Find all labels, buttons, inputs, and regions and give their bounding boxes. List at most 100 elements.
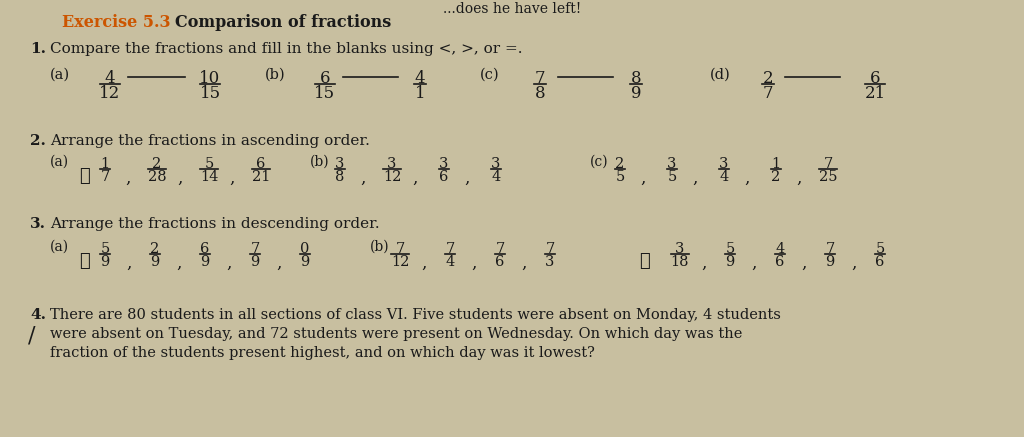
Text: ,: ,: [412, 170, 418, 187]
Text: 10: 10: [200, 70, 220, 87]
Text: 2: 2: [615, 157, 625, 171]
Text: ,: ,: [421, 255, 426, 272]
Text: There are 80 students in all sections of class VI. Five students were absent on : There are 80 students in all sections of…: [50, 308, 781, 322]
Text: 5: 5: [615, 170, 625, 184]
Text: 3: 3: [335, 157, 345, 171]
Text: 9: 9: [251, 255, 260, 269]
Text: ,: ,: [276, 255, 282, 272]
Text: 1.: 1.: [30, 42, 46, 56]
Text: 5: 5: [668, 170, 677, 184]
Text: 6: 6: [201, 242, 210, 256]
Text: 15: 15: [200, 85, 220, 101]
Text: ,: ,: [744, 170, 750, 187]
Text: fraction of the students present highest, and on which day was it lowest?: fraction of the students present highest…: [50, 346, 595, 360]
Text: /: /: [28, 324, 36, 346]
Text: 0: 0: [300, 242, 309, 256]
Text: 7: 7: [251, 242, 260, 256]
Text: 9: 9: [300, 255, 309, 269]
Text: 3: 3: [387, 157, 396, 171]
Text: 8: 8: [535, 85, 546, 101]
Text: 7: 7: [445, 242, 455, 256]
Text: ,: ,: [801, 255, 806, 272]
Text: 21: 21: [252, 170, 270, 184]
Text: 4: 4: [445, 255, 455, 269]
Text: 2: 2: [763, 70, 773, 87]
Text: (c): (c): [480, 68, 500, 82]
Text: Arrange the fractions in descending order.: Arrange the fractions in descending orde…: [50, 217, 380, 231]
Text: 14: 14: [200, 170, 218, 184]
Text: ,: ,: [464, 170, 469, 187]
Text: 2: 2: [771, 170, 780, 184]
Text: ,: ,: [796, 170, 802, 187]
Text: 4: 4: [415, 70, 425, 87]
Text: Arrange the fractions in ascending order.: Arrange the fractions in ascending order…: [50, 134, 370, 148]
Text: 9: 9: [725, 255, 734, 269]
Text: 7: 7: [546, 242, 555, 256]
Text: 4: 4: [492, 170, 501, 184]
Text: ,: ,: [125, 170, 130, 187]
Text: 21: 21: [864, 85, 886, 101]
Text: 7: 7: [496, 242, 505, 256]
Text: ✓: ✓: [80, 167, 90, 185]
Text: 7: 7: [100, 170, 110, 184]
Text: 9: 9: [201, 255, 210, 269]
Text: (a): (a): [50, 240, 70, 254]
Text: ,: ,: [701, 255, 707, 272]
Text: ✓: ✓: [640, 252, 650, 270]
Text: 6: 6: [775, 255, 784, 269]
Text: 3: 3: [492, 157, 501, 171]
Text: ,: ,: [692, 170, 697, 187]
Text: ,: ,: [126, 255, 131, 272]
Text: (d): (d): [710, 68, 731, 82]
Text: 9: 9: [151, 255, 160, 269]
Text: (c): (c): [590, 155, 608, 169]
Text: 7: 7: [825, 242, 835, 256]
Text: ,: ,: [229, 170, 234, 187]
Text: 6: 6: [496, 255, 505, 269]
Text: 7: 7: [535, 70, 546, 87]
Text: ,: ,: [521, 255, 526, 272]
Text: 25: 25: [819, 170, 838, 184]
Text: 4: 4: [775, 242, 784, 256]
Text: Comparison of fractions: Comparison of fractions: [175, 14, 391, 31]
Text: 1: 1: [100, 157, 110, 171]
Text: 15: 15: [314, 85, 336, 101]
Text: 7: 7: [763, 85, 773, 101]
Text: 28: 28: [147, 170, 166, 184]
Text: 2: 2: [153, 157, 162, 171]
Text: 4: 4: [720, 170, 729, 184]
Text: 5: 5: [205, 157, 214, 171]
Text: 3: 3: [546, 255, 555, 269]
Text: 12: 12: [99, 85, 121, 101]
Text: 3: 3: [668, 157, 677, 171]
Text: 5: 5: [100, 242, 110, 256]
Text: 3.: 3.: [30, 217, 46, 231]
Text: 6: 6: [256, 157, 265, 171]
Text: 1: 1: [771, 157, 780, 171]
Text: 5: 5: [876, 242, 885, 256]
Text: (a): (a): [50, 68, 70, 82]
Text: 8: 8: [335, 170, 345, 184]
Text: ,: ,: [640, 170, 645, 187]
Text: 6: 6: [439, 170, 449, 184]
Text: 4: 4: [104, 70, 116, 87]
Text: 8: 8: [631, 70, 641, 87]
Text: Compare the fractions and fill in the blanks using <, >, or =.: Compare the fractions and fill in the bl…: [50, 42, 522, 56]
Text: 6: 6: [876, 255, 885, 269]
Text: 3: 3: [439, 157, 449, 171]
Text: (a): (a): [50, 155, 70, 169]
Text: 9: 9: [631, 85, 641, 101]
Text: 7: 7: [395, 242, 404, 256]
Text: ,: ,: [851, 255, 856, 272]
Text: ,: ,: [176, 255, 181, 272]
Text: 9: 9: [825, 255, 835, 269]
Text: 1: 1: [415, 85, 425, 101]
Text: 6: 6: [319, 70, 331, 87]
Text: 12: 12: [391, 255, 410, 269]
Text: ,: ,: [177, 170, 182, 187]
Text: 18: 18: [671, 255, 689, 269]
Text: 2: 2: [151, 242, 160, 256]
Text: 5: 5: [725, 242, 734, 256]
Text: 12: 12: [383, 170, 401, 184]
Text: ...does he have left!: ...does he have left!: [442, 2, 582, 16]
